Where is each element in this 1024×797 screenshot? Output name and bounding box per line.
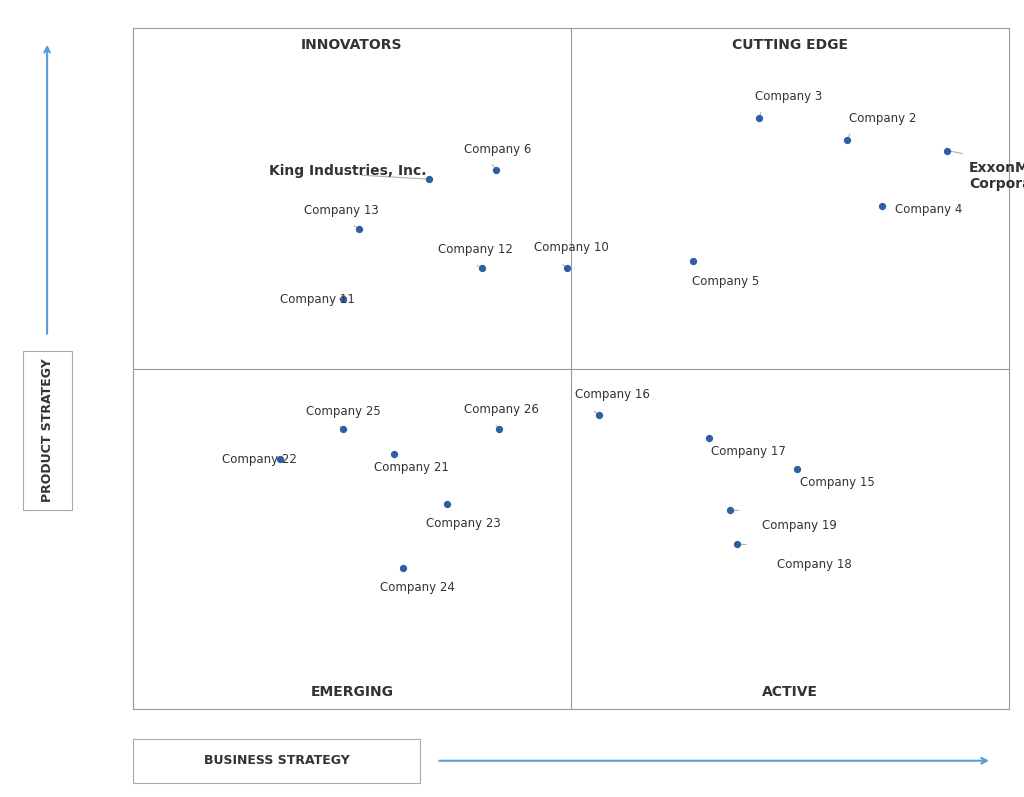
Text: Company 24: Company 24 bbox=[380, 581, 455, 595]
Point bbox=[558, 261, 574, 274]
Point bbox=[473, 261, 489, 274]
Point bbox=[490, 422, 507, 435]
Point bbox=[788, 463, 805, 476]
Text: Company 26: Company 26 bbox=[464, 403, 539, 416]
Point bbox=[272, 452, 289, 465]
Text: Company 19: Company 19 bbox=[762, 519, 837, 532]
Text: Company 5: Company 5 bbox=[691, 275, 759, 288]
Point bbox=[939, 144, 955, 157]
Point bbox=[335, 422, 351, 435]
Text: Company 22: Company 22 bbox=[222, 453, 297, 466]
Text: Company 21: Company 21 bbox=[374, 461, 449, 473]
Text: King Industries, Inc.: King Industries, Inc. bbox=[269, 164, 426, 178]
Point bbox=[839, 134, 855, 147]
Point bbox=[421, 173, 437, 186]
Point bbox=[386, 447, 402, 460]
Text: Company 13: Company 13 bbox=[304, 204, 379, 218]
Point bbox=[488, 163, 505, 176]
Point bbox=[873, 200, 890, 213]
Text: Company 15: Company 15 bbox=[801, 477, 876, 489]
Text: INNOVATORS: INNOVATORS bbox=[301, 38, 402, 52]
Text: Company 17: Company 17 bbox=[711, 445, 785, 458]
Point bbox=[394, 561, 411, 574]
Point bbox=[722, 504, 738, 516]
Text: Company 3: Company 3 bbox=[755, 90, 822, 103]
Point bbox=[729, 538, 745, 551]
Text: Company 25: Company 25 bbox=[306, 405, 381, 418]
Text: Company 2: Company 2 bbox=[849, 112, 916, 124]
Point bbox=[701, 432, 718, 445]
Text: Company 6: Company 6 bbox=[464, 143, 531, 156]
Text: ExxonMobil
Corporation: ExxonMobil Corporation bbox=[970, 161, 1024, 191]
Text: Company 12: Company 12 bbox=[438, 243, 513, 256]
Point bbox=[438, 497, 455, 510]
Text: Company 18: Company 18 bbox=[776, 558, 851, 571]
Text: PRODUCT STRATEGY: PRODUCT STRATEGY bbox=[41, 359, 53, 502]
Text: EMERGING: EMERGING bbox=[310, 685, 393, 699]
Text: Company 23: Company 23 bbox=[426, 517, 501, 530]
Point bbox=[351, 222, 368, 235]
Text: BUSINESS STRATEGY: BUSINESS STRATEGY bbox=[204, 754, 349, 768]
Text: Company 11: Company 11 bbox=[281, 292, 355, 305]
Text: ACTIVE: ACTIVE bbox=[762, 685, 818, 699]
Point bbox=[685, 254, 701, 267]
Text: CUTTING EDGE: CUTTING EDGE bbox=[732, 38, 848, 52]
Point bbox=[335, 292, 351, 305]
Point bbox=[751, 112, 767, 124]
Text: Company 4: Company 4 bbox=[895, 203, 963, 216]
Text: Company 16: Company 16 bbox=[575, 388, 650, 402]
Text: Company 10: Company 10 bbox=[535, 241, 609, 254]
Point bbox=[591, 409, 607, 422]
